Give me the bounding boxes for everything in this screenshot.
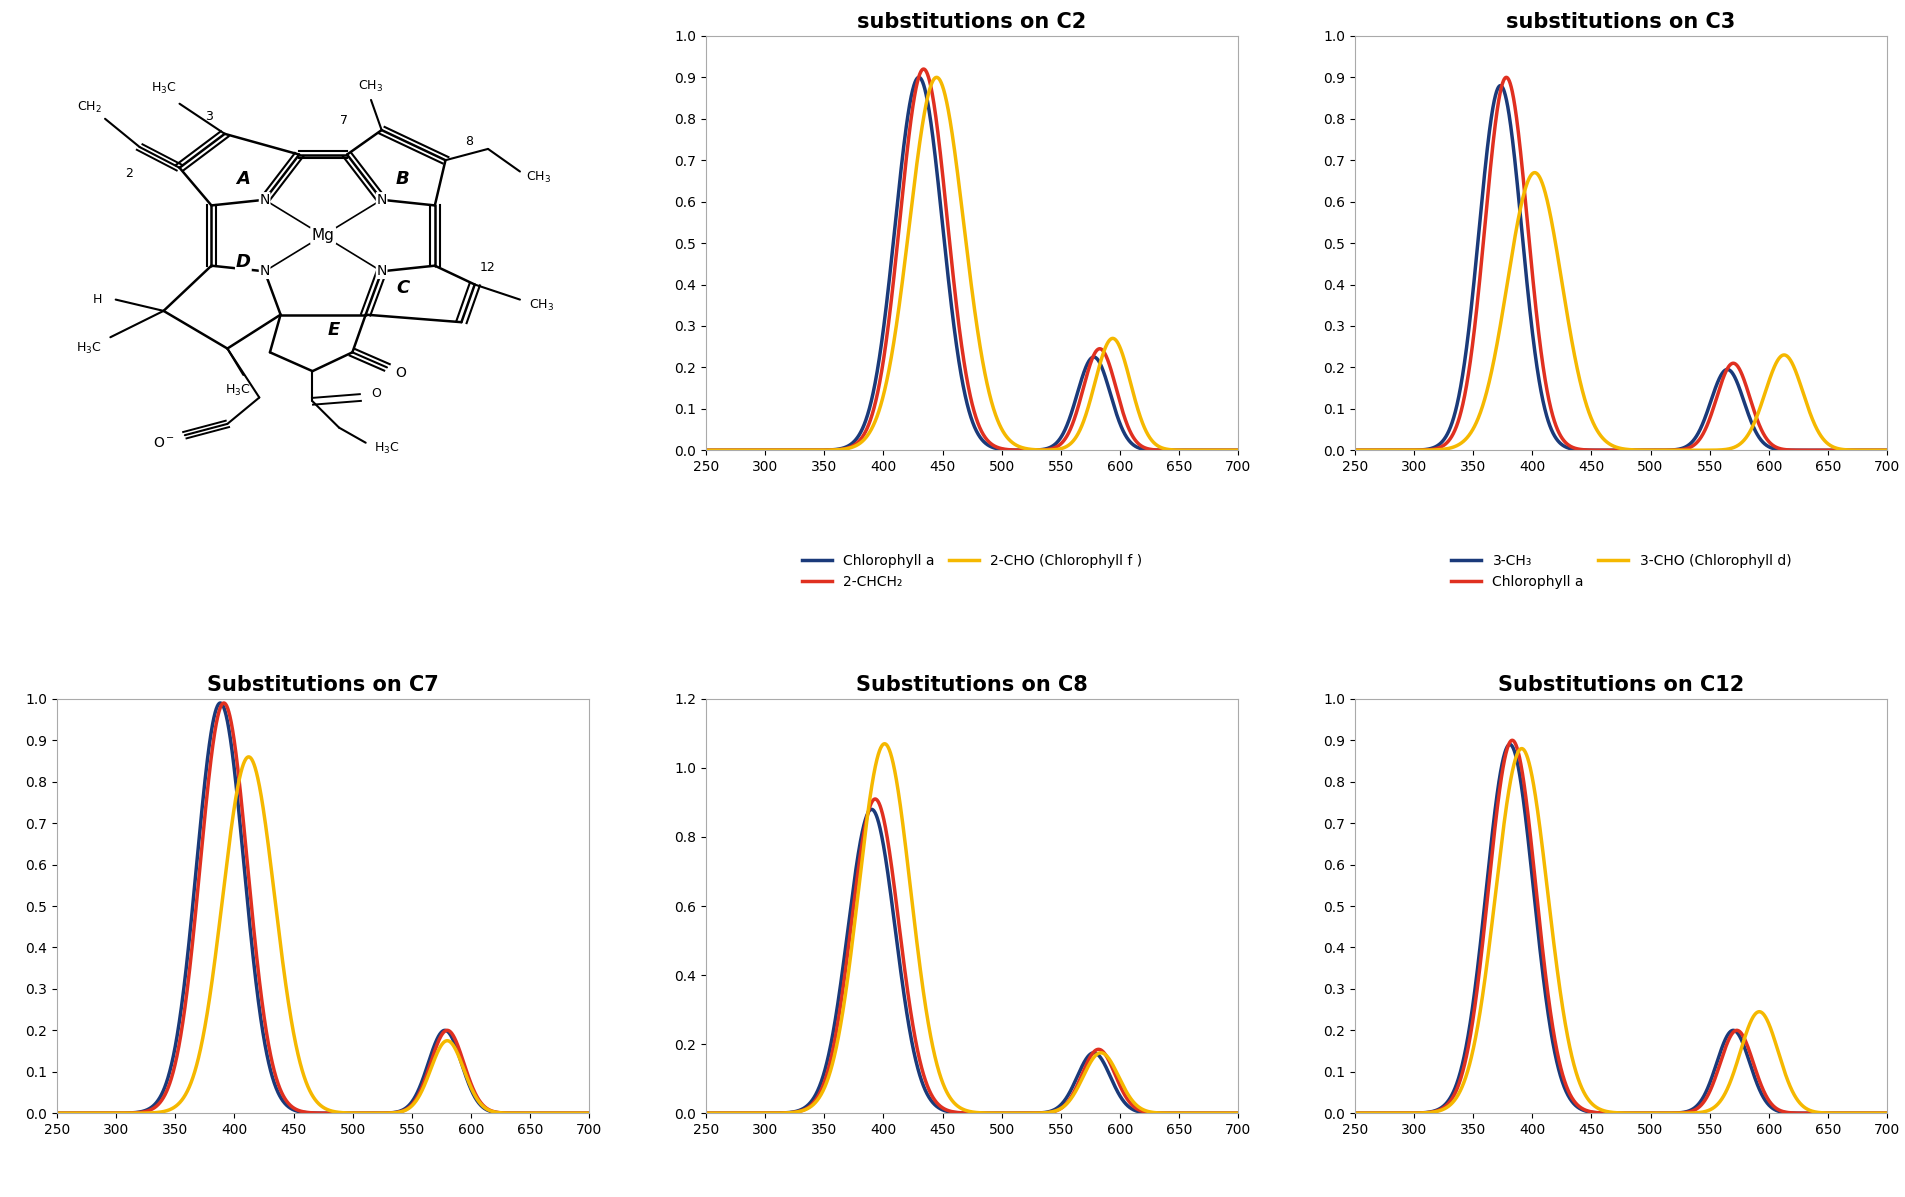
Title: Substitutions on C8: Substitutions on C8 [855,675,1088,694]
Text: O: O [394,366,406,379]
Text: CH$_2$: CH$_2$ [76,99,101,115]
Text: B: B [396,170,410,188]
Text: CH$_3$: CH$_3$ [528,298,554,312]
Text: Mg: Mg [312,229,335,243]
Text: O: O [371,388,381,400]
Text: 3: 3 [204,110,213,123]
Text: N: N [377,265,387,279]
Text: N: N [259,265,271,279]
Title: Substitutions on C12: Substitutions on C12 [1497,675,1743,694]
Text: N: N [377,193,387,207]
Text: CH$_3$: CH$_3$ [358,79,383,95]
Text: H: H [91,293,101,306]
Legend: Chlorophyll a, 2-CHCH₂, 2-CHO (Chlorophyll f ): Chlorophyll a, 2-CHCH₂, 2-CHO (Chlorophy… [796,548,1147,595]
Text: H$_3$C: H$_3$C [225,382,251,397]
Legend: 3-CH₃, Chlorophyll a, 3-CHO (Chlorophyll d): 3-CH₃, Chlorophyll a, 3-CHO (Chlorophyll… [1444,548,1796,595]
Text: N: N [259,193,271,207]
Text: D: D [236,253,251,271]
Text: 8: 8 [465,135,472,148]
Title: Substitutions on C7: Substitutions on C7 [208,675,438,694]
Title: substitutions on C2: substitutions on C2 [857,12,1086,31]
Text: 12: 12 [480,261,495,274]
Text: O$^-$: O$^-$ [152,436,175,450]
Text: H$_3$C: H$_3$C [373,440,400,456]
Text: 2: 2 [126,166,133,180]
Text: H$_3$C: H$_3$C [76,341,101,356]
Text: CH$_3$: CH$_3$ [526,170,551,184]
Text: H$_3$C: H$_3$C [150,81,177,96]
Text: C: C [396,279,410,297]
Text: A: A [236,170,250,188]
Text: 7: 7 [341,114,349,127]
Text: E: E [328,321,339,339]
Title: substitutions on C3: substitutions on C3 [1505,12,1735,31]
